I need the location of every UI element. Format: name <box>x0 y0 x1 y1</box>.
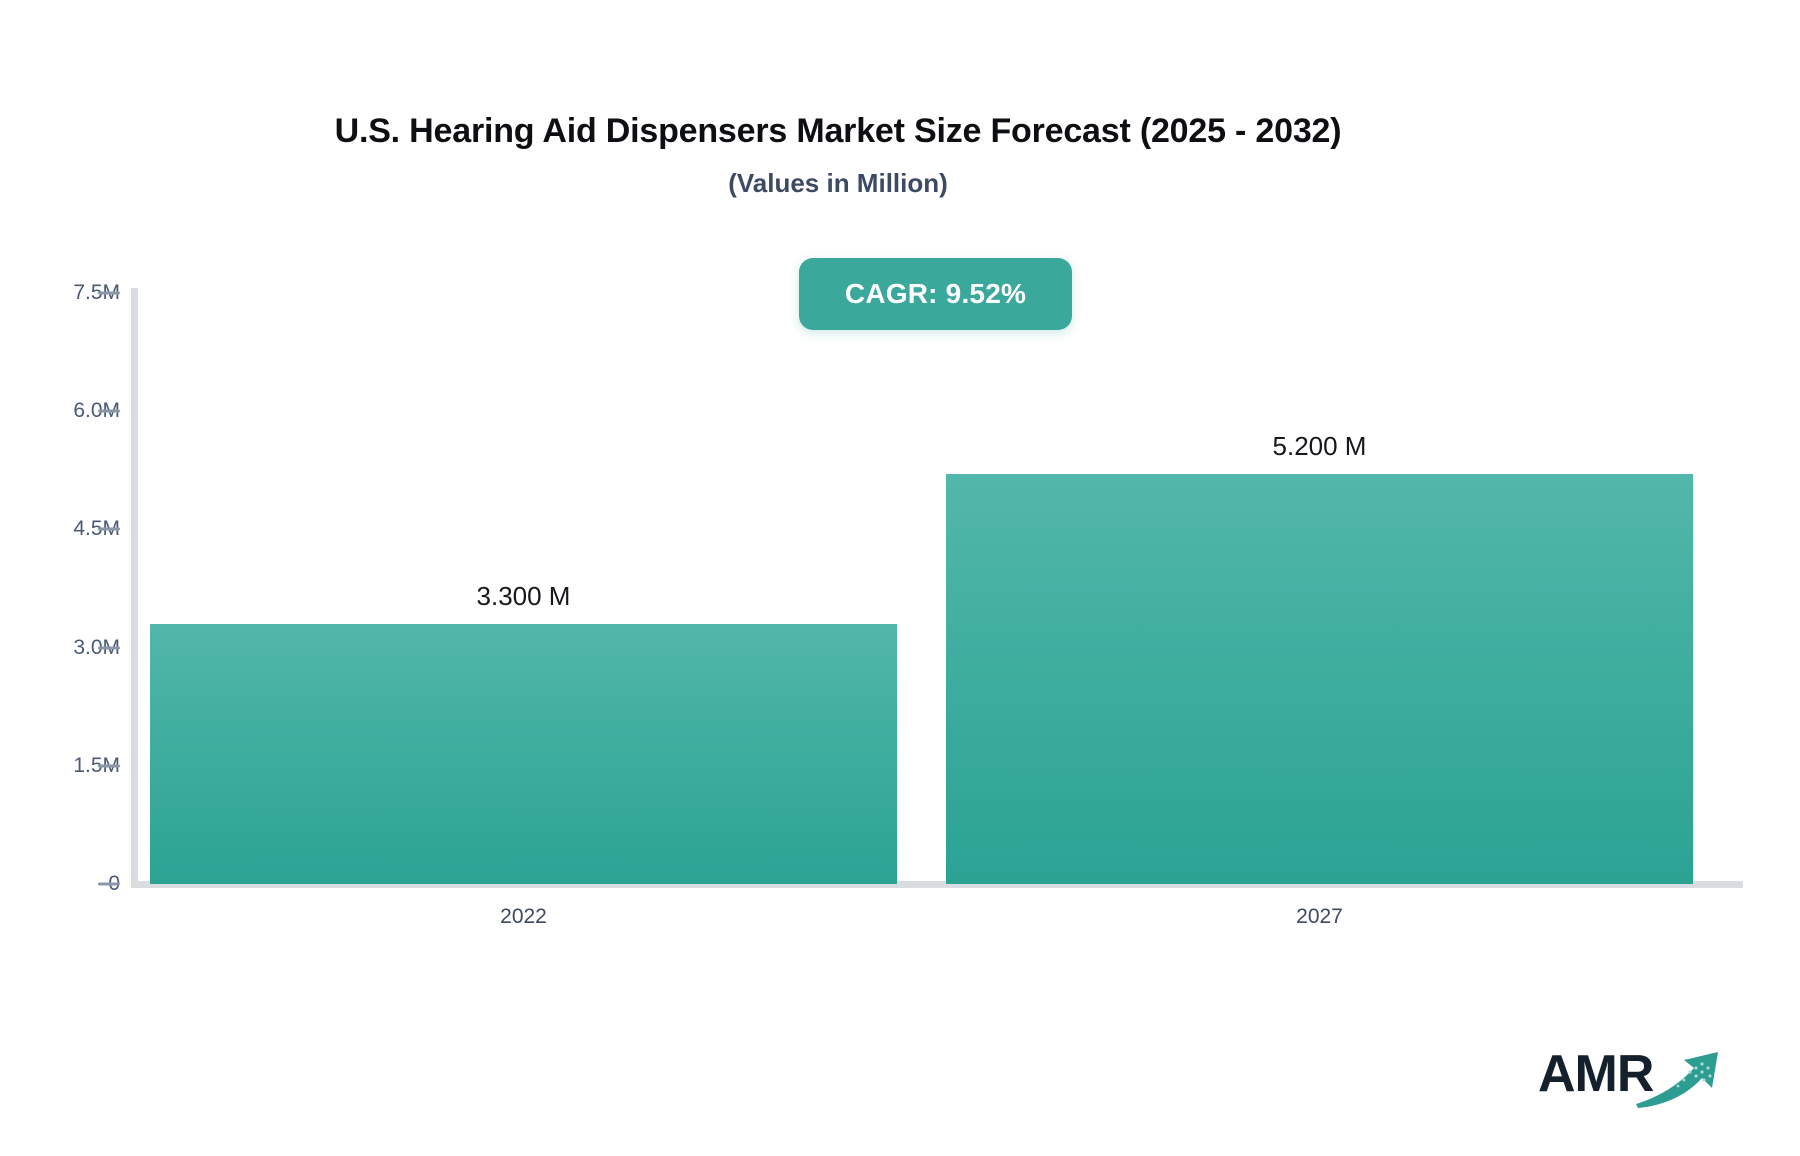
chart-title: U.S. Hearing Aid Dispensers Market Size … <box>0 112 1800 151</box>
y-axis-tick-mark <box>98 882 120 886</box>
y-axis-tick-mark <box>98 646 120 650</box>
trend-up-arrow-icon <box>1634 1046 1730 1110</box>
y-axis-tick-mark <box>98 527 120 531</box>
y-axis-tick-mark <box>98 409 120 413</box>
bar-value-label-2027: 5.200 M <box>1272 431 1367 462</box>
y-axis-tick-label: 7.5M <box>73 281 120 304</box>
cagr-badge-label: CAGR: 9.52% <box>844 278 1027 309</box>
y-axis-line <box>131 288 138 888</box>
y-axis-tick-label: 4.5M <box>73 517 120 540</box>
chart-title-text: U.S. Hearing Aid Dispensers Market Size … <box>334 112 1342 150</box>
cagr-badge: CAGR: 9.52% <box>799 258 1072 330</box>
x-axis-line <box>131 881 1743 888</box>
y-axis-tick-mark <box>98 764 120 768</box>
chart-subtitle-text: (Values in Million) <box>728 168 948 198</box>
y-axis-tick-mark <box>98 291 120 295</box>
bar-2027 <box>946 474 1693 884</box>
x-axis-tick-label-2022: 2022 <box>500 905 547 928</box>
y-axis-tick-label: 3.0M <box>73 636 120 659</box>
chart-subtitle: (Values in Million) <box>0 168 1800 199</box>
y-axis-tick-label: 6.0M <box>73 399 120 422</box>
amr-logo: AMR <box>1538 1038 1728 1116</box>
bar-2022 <box>150 623 897 884</box>
y-axis-tick-label: 1.5M <box>73 754 120 777</box>
x-axis-tick-label-2027: 2027 <box>1296 905 1343 928</box>
amr-logo-text: AMR <box>1538 1045 1654 1103</box>
bar-value-label-2022: 3.300 M <box>476 580 571 611</box>
